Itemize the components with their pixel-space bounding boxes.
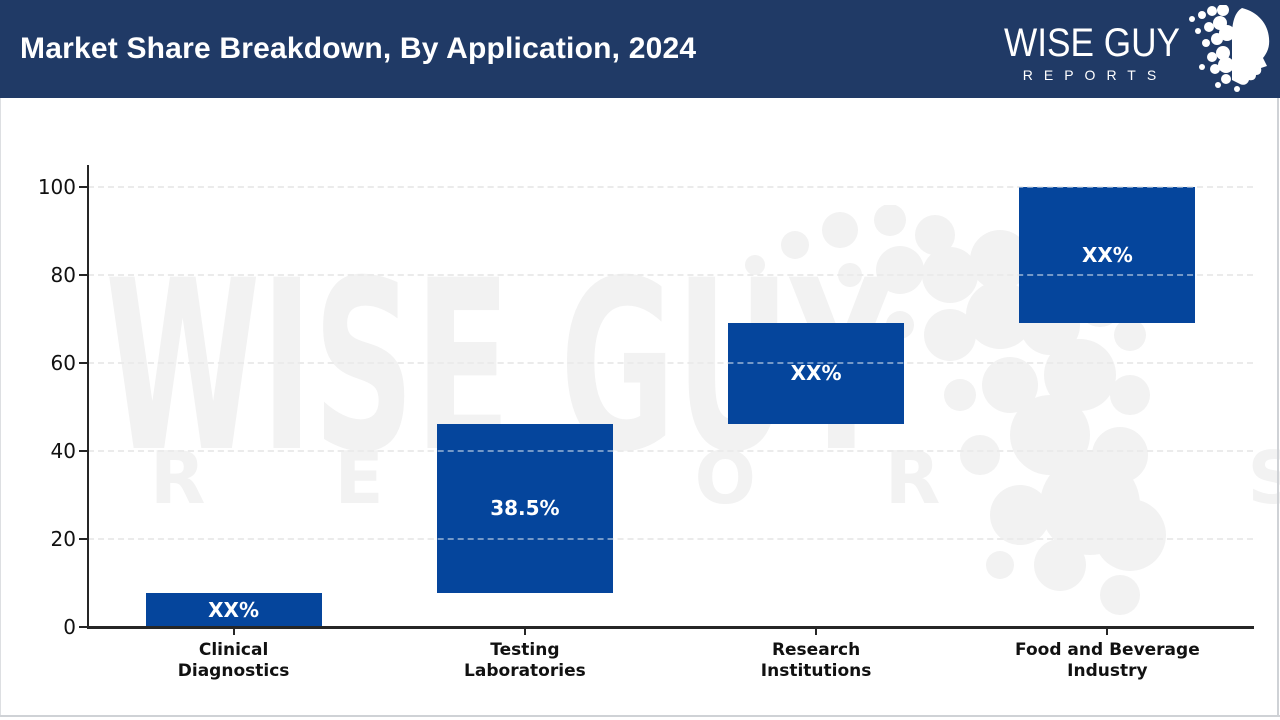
y-axis-tick-mark (79, 538, 88, 540)
page-edge-right (1277, 98, 1279, 716)
x-axis-category-label-line: Institutions (760, 661, 872, 681)
x-axis-category-label-line: Industry (1067, 661, 1148, 681)
y-axis-tick-label: 100 (37, 175, 76, 199)
x-axis-tick-mark (815, 627, 818, 635)
x-axis-category-label-line: Research (771, 640, 861, 660)
wiseguy-logo: WISE GUY REPORTS (992, 4, 1274, 94)
bar-clinical-diagnostics: XX% (145, 593, 322, 627)
x-axis-spine (87, 626, 1254, 629)
gridline-20 (88, 538, 1253, 540)
page-edge-bottom (0, 715, 1280, 717)
wiseguy-logo-text: WISE GUY REPORTS (992, 21, 1192, 83)
bar-food-and-beverage-industry: XX% (1019, 187, 1196, 323)
gridline-overlay-20 (88, 538, 1253, 540)
y-axis-tick-label: 80 (50, 263, 76, 287)
y-axis-tick-mark (79, 362, 88, 364)
page-edge-left (0, 98, 1, 715)
gridline-60 (88, 362, 1253, 364)
y-axis-tick-label: 20 (50, 527, 76, 551)
bar-value-label: XX% (1081, 242, 1133, 267)
bar-value-label: XX% (208, 598, 260, 623)
gridline-overlay-40 (88, 450, 1253, 452)
y-axis-tick-mark (79, 626, 88, 628)
y-axis-tick-label: 60 (50, 351, 76, 375)
x-axis-tick-mark (1106, 627, 1109, 635)
gridline-overlay-100 (88, 186, 1253, 188)
gridline-100 (88, 186, 1253, 188)
x-axis-category-label-line: Clinical (198, 640, 269, 660)
x-axis-category-label-food-and-beverage-industry: Food and Beverage Industry (957, 640, 1257, 682)
logo-wordmark: WISE GUY (1003, 21, 1180, 65)
x-axis-category-label-clinical-diagnostics: Clinical Diagnostics (84, 640, 384, 682)
y-axis-tick-mark (79, 274, 88, 276)
x-axis-category-label-testing-laboratories: Testing Laboratories (375, 640, 675, 682)
page-title: Market Share Breakdown, By Application, … (20, 32, 697, 65)
gridline-overlay-80 (88, 274, 1253, 276)
y-axis-tick-mark (79, 450, 88, 452)
x-axis-category-label-line: Diagnostics (177, 661, 290, 681)
y-axis-tick-label: 40 (50, 439, 76, 463)
wiseguy-face-logo-icon (1189, 5, 1270, 92)
bar-testing-laboratories: 38.5% (436, 423, 613, 594)
y-axis-tick-mark (79, 186, 88, 188)
y-axis-spine (87, 165, 89, 627)
bar-value-label: XX% (790, 361, 842, 386)
x-axis-tick-mark (523, 627, 526, 635)
x-axis-category-label-line: Testing (490, 640, 560, 660)
x-axis-category-label-research-institutions: Research Institutions (666, 640, 966, 682)
logo-reports-text: REPORTS (1022, 67, 1168, 83)
x-axis-tick-mark (232, 627, 235, 635)
bar-value-label: 38.5% (490, 496, 560, 521)
header-bar: Market Share Breakdown, By Application, … (0, 0, 1280, 98)
gridline-80 (88, 274, 1253, 276)
x-axis-category-label-line: Food and Beverage (1015, 640, 1200, 660)
y-axis-tick-label: 0 (63, 615, 76, 639)
x-axis-category-label-line: Laboratories (464, 661, 586, 681)
gridline-40 (88, 450, 1253, 452)
bar-research-institutions: XX% (728, 322, 905, 424)
gridline-overlay-60 (88, 362, 1253, 364)
chart-plot-area: 0 20 40 60 80 100 XX% Clinical Diagnostics 38.5% T… (0, 98, 1280, 720)
